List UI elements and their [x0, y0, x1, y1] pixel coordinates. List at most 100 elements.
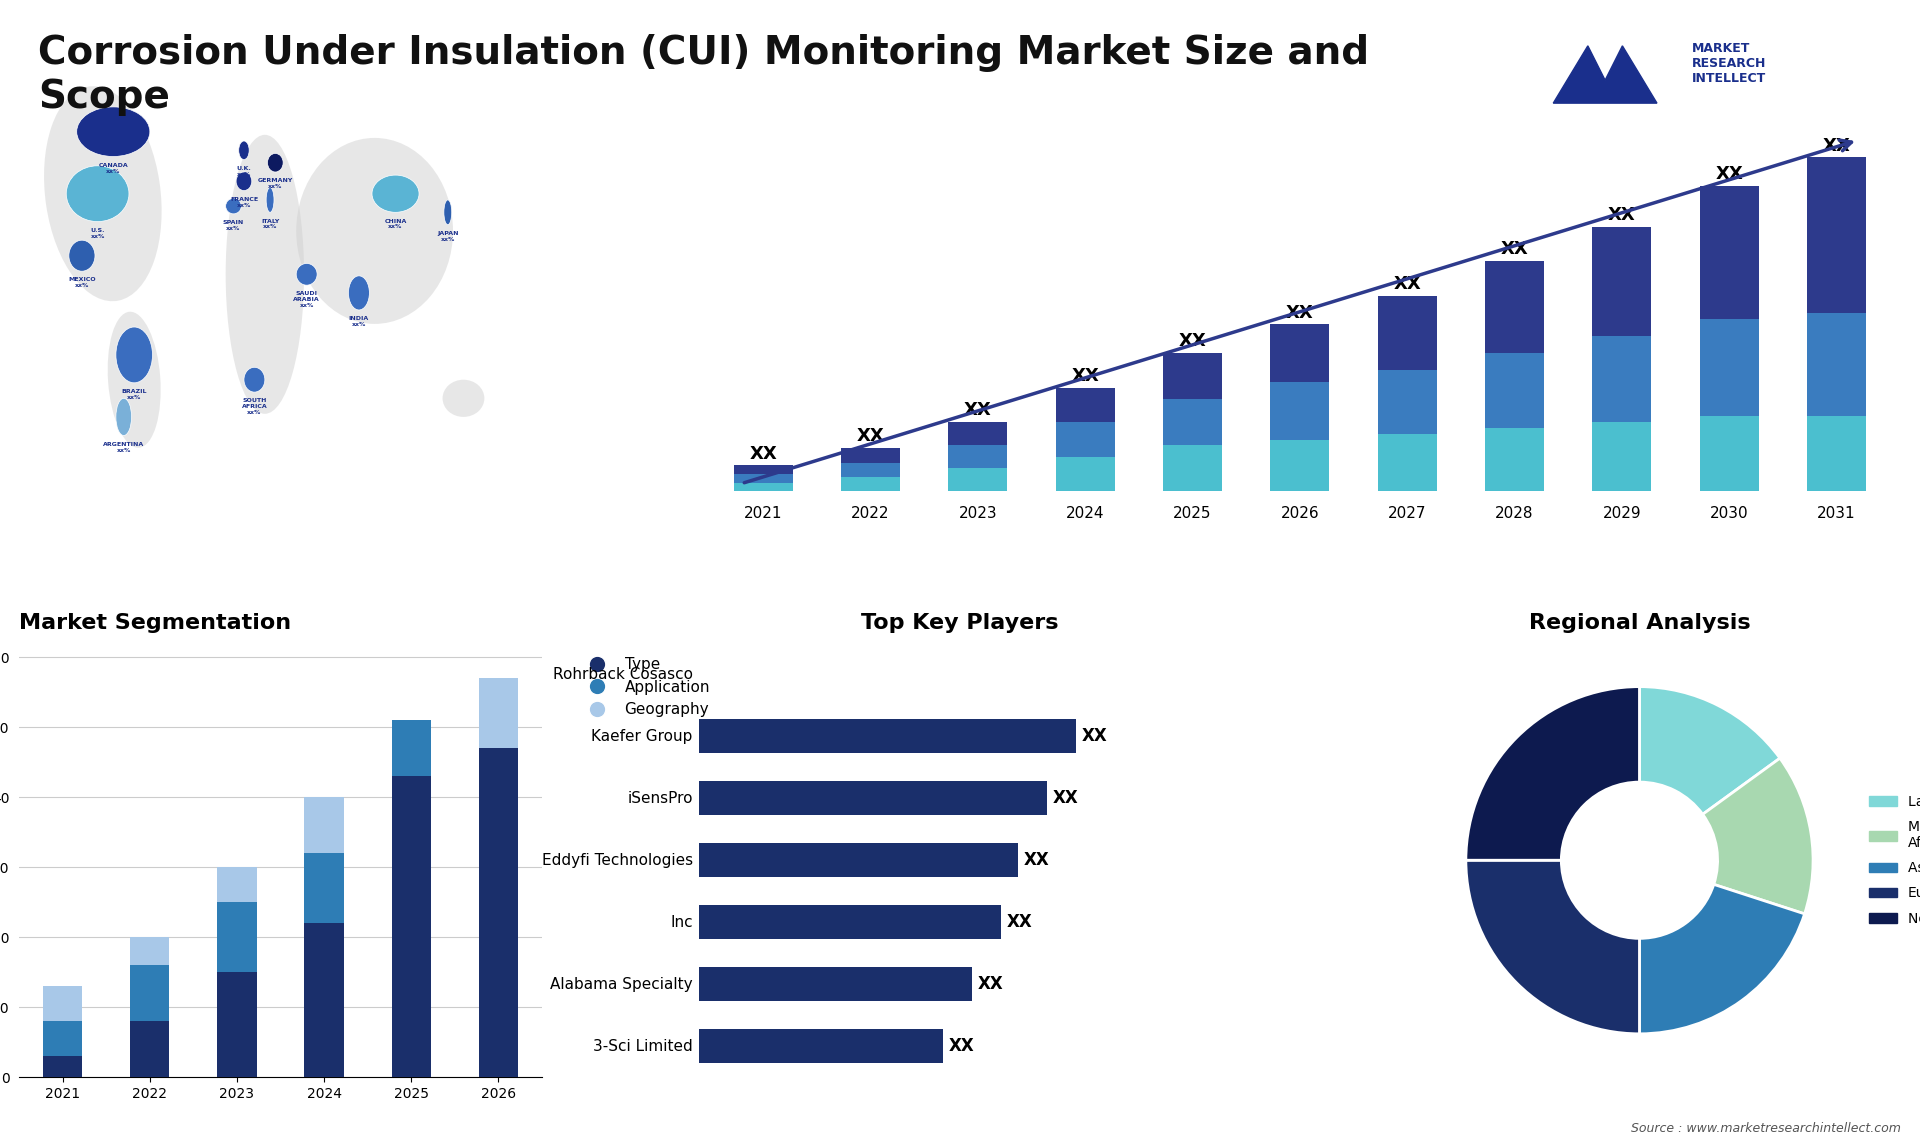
Bar	[1699, 416, 1759, 492]
Title: Top Key Players: Top Key Players	[862, 613, 1058, 634]
Bar	[699, 720, 1075, 753]
Bar	[841, 463, 900, 477]
Text: XX: XX	[1394, 275, 1421, 292]
Text: XX: XX	[856, 427, 885, 446]
Bar	[1699, 319, 1759, 416]
Bar	[1377, 370, 1436, 433]
Bar	[1592, 336, 1651, 422]
Bar	[42, 987, 83, 1021]
Text: 2028: 2028	[1496, 505, 1534, 520]
Text: 2029: 2029	[1603, 505, 1642, 520]
Text: MARKET
RESEARCH
INTELLECT: MARKET RESEARCH INTELLECT	[1692, 41, 1766, 85]
Ellipse shape	[227, 198, 242, 214]
Text: GERMANY
xx%: GERMANY xx%	[257, 179, 294, 189]
Ellipse shape	[108, 312, 161, 448]
Text: 2022: 2022	[851, 505, 889, 520]
Legend: Type, Application, Geography: Type, Application, Geography	[576, 651, 716, 723]
Text: SPAIN
xx%: SPAIN xx%	[223, 220, 244, 230]
Wedge shape	[1640, 885, 1805, 1034]
Legend: Latin America, Middle East &
Africa, Asia Pacific, Europe, North America: Latin America, Middle East & Africa, Asi…	[1864, 790, 1920, 931]
Bar	[42, 1021, 83, 1057]
Text: INDIA
xx%: INDIA xx%	[349, 316, 369, 327]
Ellipse shape	[349, 276, 369, 309]
Text: XX: XX	[1607, 205, 1636, 223]
Ellipse shape	[244, 368, 265, 392]
Bar	[392, 720, 430, 776]
Bar	[1164, 399, 1221, 446]
Ellipse shape	[238, 141, 250, 159]
Bar	[1484, 353, 1544, 427]
Text: XX: XX	[749, 445, 778, 463]
Text: 2023: 2023	[958, 505, 996, 520]
Ellipse shape	[372, 175, 419, 212]
Bar	[131, 1021, 169, 1077]
Bar	[1807, 416, 1866, 492]
Bar	[1271, 440, 1329, 492]
Bar	[478, 678, 518, 748]
Text: Alabama Specialty: Alabama Specialty	[551, 976, 693, 991]
Bar	[217, 902, 257, 972]
Bar	[1807, 313, 1866, 416]
Bar	[699, 843, 1018, 878]
Bar	[1377, 433, 1436, 492]
Wedge shape	[1703, 759, 1812, 913]
Ellipse shape	[236, 172, 252, 190]
Ellipse shape	[444, 199, 451, 225]
Text: XX: XX	[1822, 136, 1851, 155]
Ellipse shape	[267, 154, 282, 172]
Text: 2021: 2021	[743, 505, 781, 520]
Bar	[1592, 422, 1651, 492]
Bar	[1484, 427, 1544, 492]
Bar	[1056, 422, 1116, 457]
Bar	[131, 937, 169, 965]
Text: XX: XX	[964, 401, 991, 419]
Bar	[305, 854, 344, 924]
Bar	[305, 924, 344, 1077]
Bar	[733, 474, 793, 482]
Ellipse shape	[115, 399, 132, 435]
Bar	[1271, 324, 1329, 382]
Text: XX: XX	[1071, 367, 1098, 385]
Text: XX: XX	[1501, 241, 1528, 258]
Ellipse shape	[65, 166, 129, 221]
Ellipse shape	[227, 135, 303, 414]
Bar	[1377, 296, 1436, 370]
Ellipse shape	[115, 327, 152, 383]
Bar	[217, 868, 257, 902]
Text: JAPAN
xx%: JAPAN xx%	[438, 230, 459, 242]
Bar	[1592, 227, 1651, 336]
Bar	[1699, 187, 1759, 319]
Polygon shape	[1553, 46, 1657, 103]
Text: Source : www.marketresearchintellect.com: Source : www.marketresearchintellect.com	[1630, 1122, 1901, 1135]
Text: Kaefer Group: Kaefer Group	[591, 729, 693, 744]
Bar	[392, 776, 430, 1077]
Bar	[948, 422, 1008, 446]
Bar	[1056, 387, 1116, 422]
Ellipse shape	[77, 107, 150, 157]
Text: ITALY
xx%: ITALY xx%	[261, 219, 278, 229]
Text: U.S.
xx%: U.S. xx%	[90, 228, 106, 238]
Bar	[478, 748, 518, 1077]
Text: CANADA
xx%: CANADA xx%	[98, 163, 129, 173]
Text: XX: XX	[1006, 913, 1033, 932]
Bar	[733, 465, 793, 474]
Bar	[948, 446, 1008, 469]
Bar	[1807, 157, 1866, 313]
Ellipse shape	[44, 86, 161, 301]
Text: XX: XX	[1179, 332, 1206, 351]
Wedge shape	[1465, 861, 1640, 1034]
Ellipse shape	[296, 138, 453, 324]
Bar	[841, 448, 900, 463]
Bar	[699, 1029, 943, 1063]
Bar	[699, 905, 1000, 940]
Text: 3-Sci Limited: 3-Sci Limited	[593, 1038, 693, 1053]
Text: BRAZIL
xx%: BRAZIL xx%	[121, 388, 148, 400]
Bar	[699, 782, 1046, 815]
Text: 2027: 2027	[1388, 505, 1427, 520]
Text: SAUDI
ARABIA
xx%: SAUDI ARABIA xx%	[294, 291, 321, 308]
Text: XX: XX	[1052, 790, 1079, 807]
Text: 2031: 2031	[1816, 505, 1857, 520]
Wedge shape	[1640, 686, 1780, 815]
Text: 2030: 2030	[1709, 505, 1749, 520]
Text: FRANCE
xx%: FRANCE xx%	[230, 197, 257, 207]
